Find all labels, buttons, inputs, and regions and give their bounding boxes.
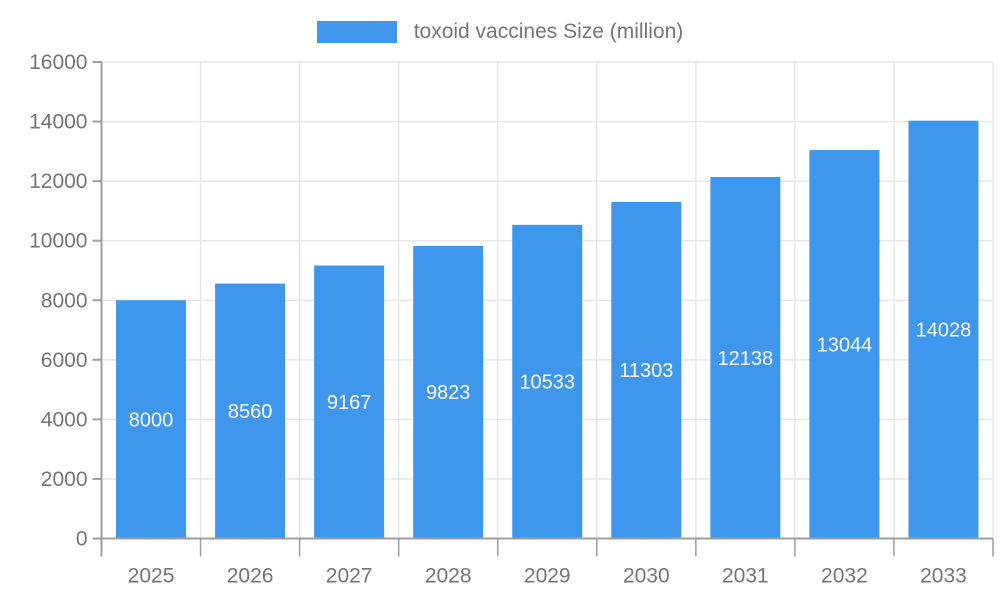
bar-2025[interactable] — [116, 300, 187, 539]
bar-2030[interactable] — [611, 201, 682, 539]
y-tick-label: 4000 — [41, 408, 88, 431]
y-tick-label: 12000 — [29, 170, 87, 193]
bar-value-label: 9167 — [327, 392, 372, 414]
bar-value-label: 8000 — [129, 409, 174, 431]
x-tick-label: 2025 — [128, 565, 175, 588]
x-tick-label: 2029 — [524, 565, 571, 588]
bar-2031[interactable] — [710, 177, 781, 539]
legend[interactable]: toxoid vaccines Size (million) — [0, 20, 1000, 44]
bar-value-label: 10533 — [519, 372, 575, 394]
x-tick-label: 2032 — [821, 565, 868, 588]
y-tick-label: 6000 — [41, 349, 88, 372]
y-tick-label: 0 — [76, 528, 88, 551]
y-tick-label: 8000 — [41, 289, 88, 312]
bar-2033[interactable] — [908, 120, 979, 539]
x-tick-label: 2027 — [326, 565, 373, 588]
y-tick-label: 16000 — [29, 51, 87, 74]
x-tick-label: 2033 — [920, 565, 967, 588]
x-tick-label: 2031 — [722, 565, 769, 588]
y-tick-label: 10000 — [29, 230, 87, 253]
legend-swatch-icon — [316, 21, 397, 43]
legend-label: toxoid vaccines Size (million) — [413, 20, 684, 43]
x-tick-label: 2026 — [227, 565, 274, 588]
bar-value-label: 9823 — [426, 382, 471, 404]
bar-2028[interactable] — [413, 245, 484, 539]
bar-value-label: 8560 — [228, 401, 273, 423]
bar-value-label: 11303 — [619, 360, 673, 382]
bar-value-label: 12138 — [718, 348, 774, 370]
bar-2027[interactable] — [314, 265, 385, 539]
bar-value-label: 14028 — [916, 320, 972, 342]
bar-2029[interactable] — [512, 224, 583, 539]
y-tick-label: 14000 — [29, 111, 87, 134]
bar-2026[interactable] — [215, 283, 286, 539]
x-tick-label: 2028 — [425, 565, 472, 588]
x-tick-label: 2030 — [623, 565, 670, 588]
y-tick-label: 2000 — [41, 468, 88, 491]
bar-2032[interactable] — [809, 150, 880, 539]
bar-value-label: 13044 — [817, 334, 873, 356]
